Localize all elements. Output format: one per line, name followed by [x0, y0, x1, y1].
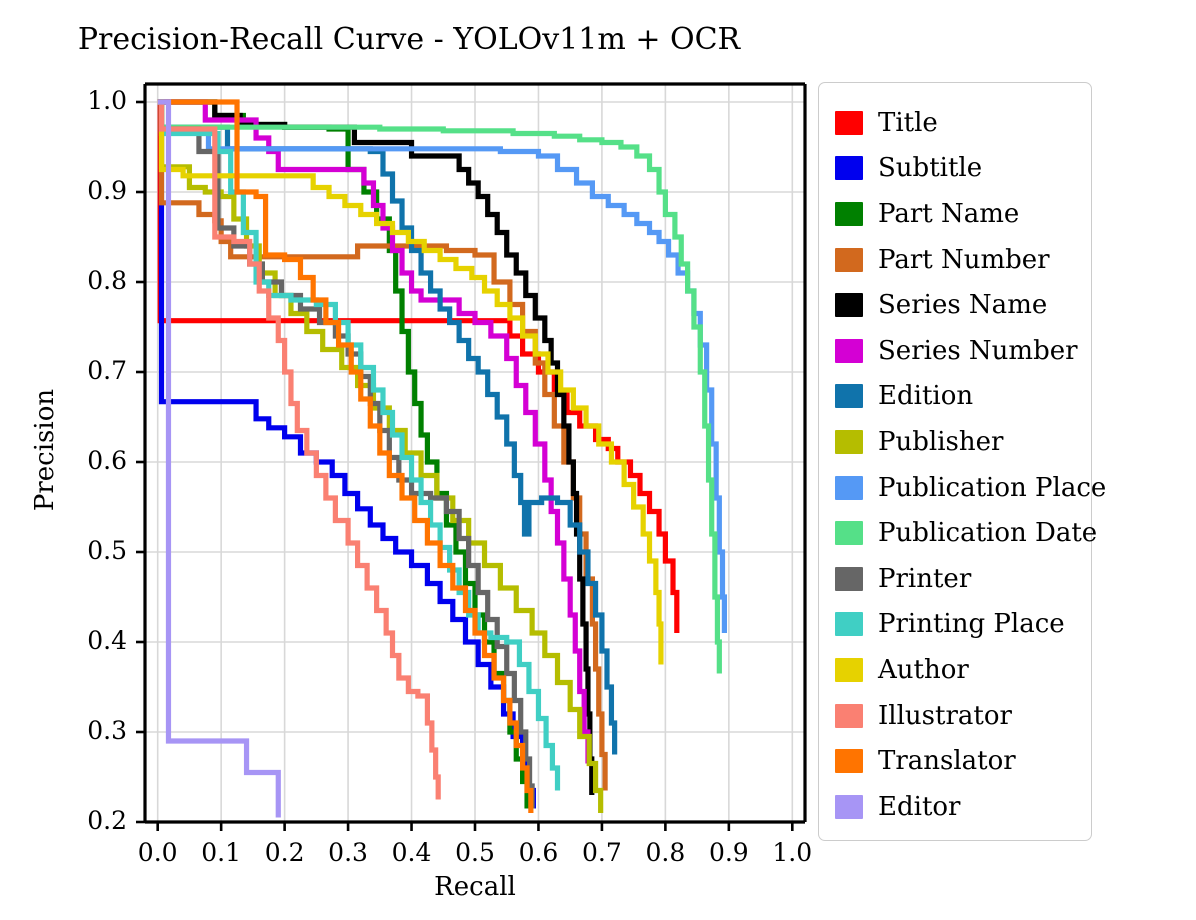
- x-tick-label: 0.4: [391, 838, 432, 867]
- y-tick-label: 1.0: [87, 86, 127, 115]
- legend-item-label: Publisher: [878, 426, 1004, 457]
- series-line-author: [157, 99, 664, 665]
- y-axis-label: Precision: [30, 388, 60, 512]
- legend-color-swatch: [835, 110, 863, 135]
- legend-item[interactable]: Printer: [819, 556, 1091, 602]
- legend-item-label: Title: [878, 107, 938, 138]
- legend-item-label: Part Name: [878, 198, 1020, 229]
- x-tick-label: 0.2: [264, 838, 305, 867]
- series-line-publisher: [157, 99, 604, 813]
- legend-item-label: Editor: [878, 791, 961, 822]
- legend-color-swatch: [835, 749, 863, 774]
- series-line-editor: [157, 99, 281, 818]
- legend-color-swatch: [835, 566, 863, 591]
- series-line-series-name: [157, 99, 595, 795]
- legend-color-swatch: [835, 612, 863, 637]
- legend-color-swatch: [835, 338, 863, 363]
- legend-item-label: Subtitle: [878, 153, 983, 184]
- series-line-printing-place: [157, 99, 561, 791]
- x-tick-label: 0.6: [518, 838, 559, 867]
- x-tick-label: 0.9: [708, 838, 749, 867]
- legend-color-swatch: [835, 703, 863, 728]
- legend-item[interactable]: Publication Place: [819, 465, 1106, 511]
- legend-item[interactable]: Series Number: [819, 328, 1091, 374]
- legend-color-swatch: [835, 156, 863, 181]
- x-tick-label: 0.3: [328, 838, 368, 867]
- x-tick-label: 0.5: [455, 838, 495, 867]
- legend-item-label: Printer: [878, 563, 972, 594]
- series-line-subtitle: [157, 99, 536, 809]
- legend-item[interactable]: Edition: [819, 374, 1091, 420]
- series-line-translator: [157, 99, 534, 813]
- legend-color-swatch: [835, 429, 863, 454]
- x-tick-label: 0.8: [645, 838, 686, 867]
- legend-item[interactable]: Series Name: [819, 282, 1091, 328]
- legend-item-label: Series Number: [878, 335, 1078, 366]
- legend-color-swatch: [835, 521, 863, 546]
- legend-color-swatch: [835, 475, 863, 500]
- axes-spines: [143, 82, 807, 824]
- legend-item[interactable]: Author: [819, 647, 1091, 693]
- legend-item-label: Author: [878, 654, 969, 685]
- y-tick-label: 0.4: [87, 626, 127, 655]
- grid-lines: [145, 84, 805, 822]
- legend-item[interactable]: Printing Place: [819, 602, 1091, 648]
- legend-item-label: Publication Date: [878, 518, 1098, 549]
- x-axis-label: Recall: [434, 872, 516, 902]
- series-line-edition: [157, 99, 618, 755]
- y-tick-label: 0.2: [87, 806, 127, 835]
- x-tick-label: 0.7: [582, 838, 622, 867]
- legend-color-swatch: [835, 293, 863, 318]
- legend-item-label: Part Number: [878, 244, 1050, 275]
- x-tick-label: 0.1: [201, 838, 242, 867]
- y-tick-label: 0.6: [87, 446, 127, 475]
- legend-color-swatch: [835, 657, 863, 682]
- legend-item[interactable]: Publisher: [819, 419, 1091, 465]
- series-line-publication-place: [157, 99, 727, 633]
- series-line-illustrator: [157, 99, 441, 800]
- legend-item[interactable]: Publication Date: [819, 510, 1097, 556]
- legend-item[interactable]: Title: [819, 100, 1091, 146]
- chart-title: Precision-Recall Curve - YOLOv11m + OCR: [77, 22, 741, 57]
- series-layer: [157, 99, 727, 818]
- legend-list: Title Subtitle Part Name Part Number Series …: [819, 83, 1106, 830]
- y-tick-label: 0.9: [87, 176, 127, 205]
- series-line-publication-date: [157, 99, 722, 674]
- legend-item[interactable]: Translator: [819, 738, 1091, 784]
- legend-item-label: Translator: [878, 746, 1016, 777]
- y-tick-label: 0.3: [87, 716, 127, 745]
- x-tick-label: 0.0: [137, 838, 178, 867]
- legend-item[interactable]: Editor: [819, 784, 1091, 830]
- legend-item-label: Illustrator: [878, 700, 1012, 731]
- series-line-series-number: [157, 99, 591, 764]
- legend-color-swatch: [835, 794, 863, 819]
- tick-marks: [136, 100, 794, 831]
- legend-item[interactable]: Illustrator: [819, 693, 1091, 739]
- y-tick-label: 0.8: [87, 266, 127, 295]
- legend-item[interactable]: Part Name: [819, 191, 1091, 237]
- legend-color-swatch: [835, 247, 863, 272]
- legend-color-swatch: [835, 384, 863, 409]
- legend-item[interactable]: Subtitle: [819, 146, 1091, 192]
- legend: Title Subtitle Part Name Part Number Series …: [818, 82, 1106, 841]
- y-tick-label: 0.7: [87, 356, 127, 385]
- legend-item-label: Publication Place: [878, 472, 1107, 503]
- y-tick-label: 0.5: [87, 536, 127, 565]
- legend-item-label: Printing Place: [878, 609, 1065, 640]
- x-tick-label: 1.0: [772, 838, 813, 867]
- legend-item[interactable]: Part Number: [819, 237, 1091, 283]
- legend-item-label: Edition: [878, 381, 974, 412]
- legend-item-label: Series Name: [878, 290, 1048, 321]
- legend-color-swatch: [835, 201, 863, 226]
